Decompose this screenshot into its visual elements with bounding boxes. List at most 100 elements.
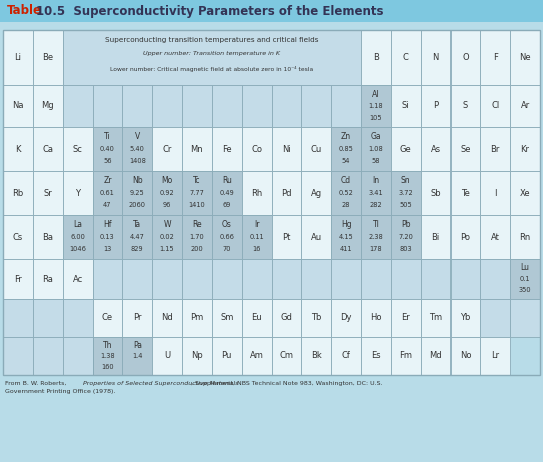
Text: Tl: Tl [372, 220, 380, 229]
Text: Cl: Cl [491, 102, 500, 110]
Bar [62, 337, 92, 375]
Text: 282: 282 [370, 202, 382, 208]
Text: Xe: Xe [520, 188, 531, 197]
Bar [3, 337, 33, 375]
Text: P: P [433, 102, 438, 110]
Text: Hf: Hf [103, 220, 112, 229]
Bar [510, 171, 540, 215]
Bar [242, 259, 272, 299]
Bar [152, 337, 182, 375]
Bar [272, 215, 301, 259]
Text: Pt: Pt [282, 232, 291, 242]
Bar [301, 259, 331, 299]
Text: 0.92: 0.92 [160, 190, 174, 196]
Text: Ti: Ti [104, 132, 111, 141]
Text: 829: 829 [131, 246, 143, 252]
Text: 9.25: 9.25 [130, 190, 144, 196]
Text: Table: Table [7, 5, 42, 18]
Text: 54: 54 [342, 158, 350, 164]
Text: Rh: Rh [251, 188, 262, 197]
Text: Mg: Mg [41, 102, 54, 110]
Bar [481, 215, 510, 259]
Bar [212, 85, 242, 127]
Text: Fe: Fe [222, 145, 231, 153]
Bar [510, 215, 540, 259]
Bar [272, 299, 301, 337]
Text: 1408: 1408 [129, 158, 146, 164]
Text: Properties of Selected Superconductive Materials: Properties of Selected Superconductive M… [83, 381, 238, 386]
Bar [421, 299, 451, 337]
Text: Am: Am [250, 352, 263, 360]
Text: Ca: Ca [42, 145, 53, 153]
Text: 10.5  Superconductivity Parameters of the Elements: 10.5 Superconductivity Parameters of the… [36, 5, 383, 18]
Bar [33, 259, 62, 299]
Bar [182, 127, 212, 171]
Bar [182, 259, 212, 299]
Bar [331, 299, 361, 337]
Bar [0, 0, 543, 22]
Bar [481, 259, 510, 299]
Bar [182, 337, 212, 375]
Bar [272, 337, 301, 375]
Bar [33, 299, 62, 337]
Text: Ne: Ne [519, 53, 531, 62]
Text: 28: 28 [342, 202, 350, 208]
Text: 56: 56 [103, 158, 112, 164]
Bar [391, 85, 421, 127]
Bar [451, 215, 481, 259]
Bar [391, 171, 421, 215]
Text: 350: 350 [519, 287, 532, 293]
Text: Fm: Fm [399, 352, 412, 360]
Text: 47: 47 [103, 202, 112, 208]
Bar [361, 299, 391, 337]
Bar [242, 85, 272, 127]
Text: Nd: Nd [161, 314, 173, 322]
Text: Y: Y [75, 188, 80, 197]
Bar [391, 259, 421, 299]
Bar [391, 127, 421, 171]
Text: 1.4: 1.4 [132, 353, 142, 359]
Bar [481, 171, 510, 215]
Text: V: V [135, 132, 140, 141]
Bar [361, 85, 391, 127]
Bar [331, 171, 361, 215]
Text: Ru: Ru [222, 176, 232, 185]
Text: Cr: Cr [162, 145, 172, 153]
Bar [481, 30, 510, 85]
Text: 3.41: 3.41 [369, 190, 383, 196]
Text: 1.15: 1.15 [160, 246, 174, 252]
Text: From B. W. Roberts,: From B. W. Roberts, [5, 381, 68, 386]
Text: Pu: Pu [222, 352, 232, 360]
Text: 803: 803 [400, 246, 412, 252]
Text: Ga: Ga [371, 132, 381, 141]
Bar [510, 127, 540, 171]
Text: Rb: Rb [12, 188, 23, 197]
Bar [122, 127, 152, 171]
Bar [331, 85, 361, 127]
Text: Ni: Ni [282, 145, 291, 153]
Text: Eu: Eu [251, 314, 262, 322]
Text: 1.38: 1.38 [100, 353, 115, 359]
Bar [212, 127, 242, 171]
Text: Ag: Ag [311, 188, 322, 197]
Text: Ba: Ba [42, 232, 53, 242]
Text: S: S [463, 102, 468, 110]
Bar [212, 215, 242, 259]
Text: Cm: Cm [280, 352, 293, 360]
Bar [122, 337, 152, 375]
Text: Ar: Ar [520, 102, 530, 110]
Bar [391, 337, 421, 375]
Bar [272, 85, 301, 127]
Bar [361, 337, 391, 375]
Bar [92, 259, 122, 299]
Bar [481, 337, 510, 375]
Bar [301, 171, 331, 215]
Bar [92, 127, 122, 171]
Text: Mn: Mn [191, 145, 203, 153]
Bar [481, 299, 510, 337]
Text: Ra: Ra [42, 274, 53, 284]
Bar [3, 215, 33, 259]
Bar [510, 299, 540, 337]
Text: 3.72: 3.72 [399, 190, 413, 196]
Text: 4.15: 4.15 [339, 234, 353, 240]
